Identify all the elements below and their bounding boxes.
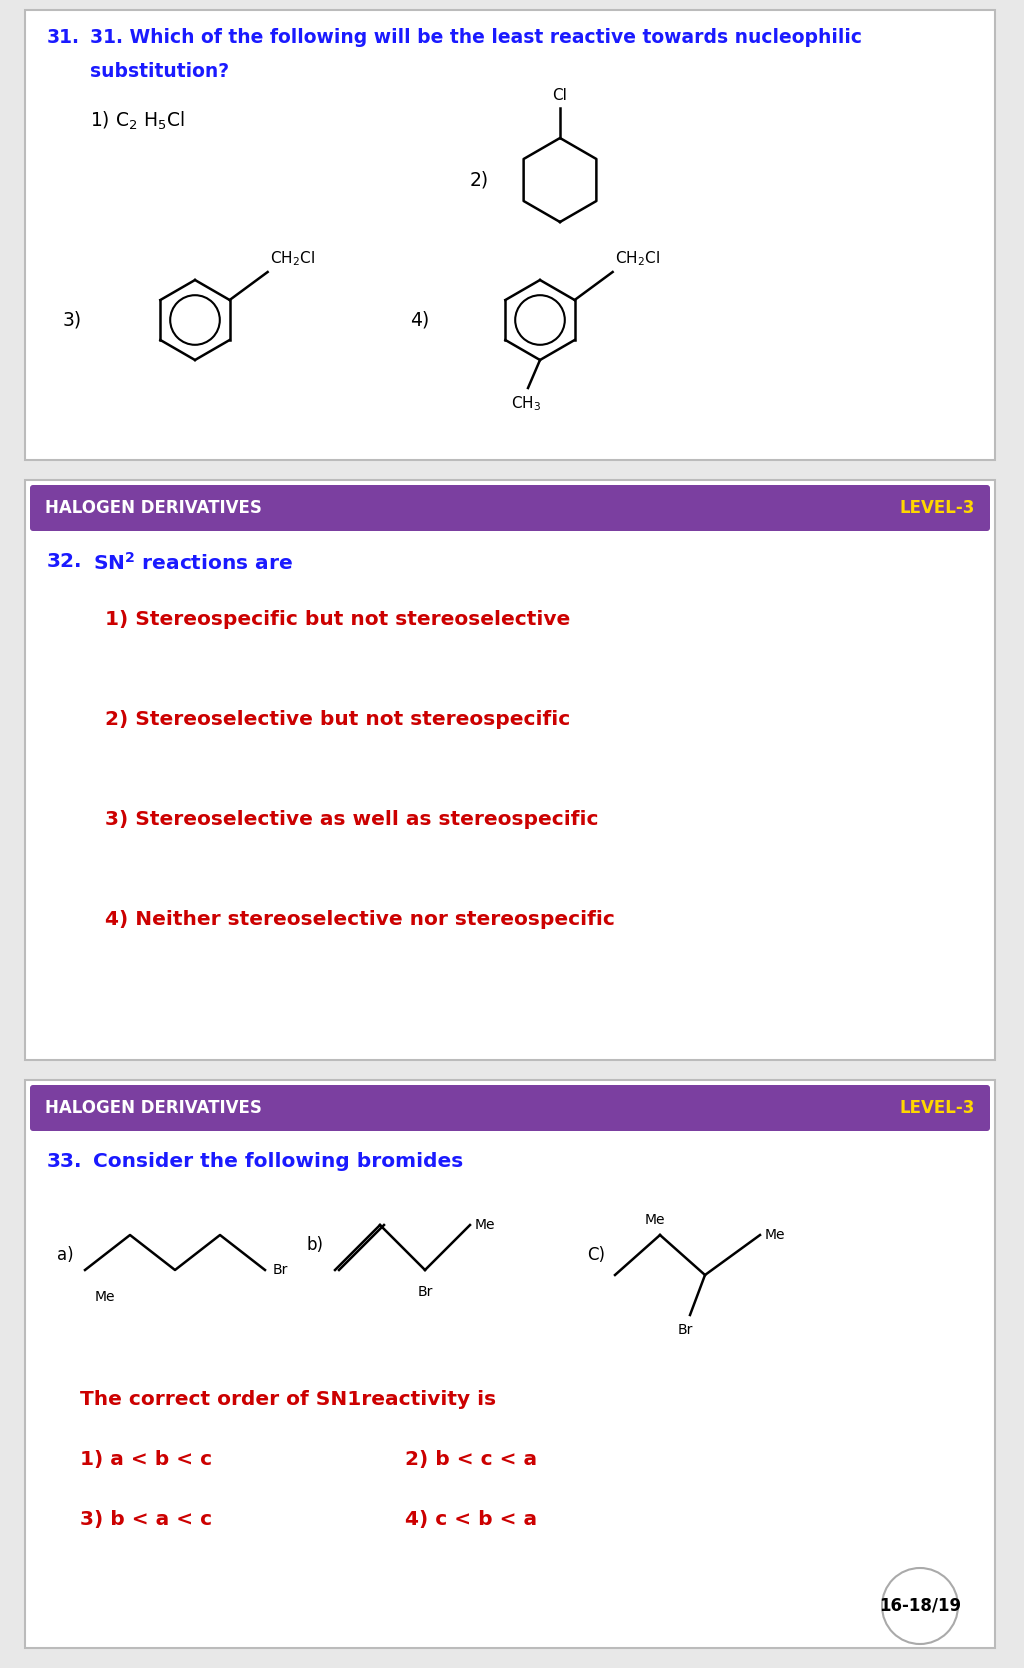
Text: 4): 4) xyxy=(410,310,429,330)
Text: The correct order of SN1reactivity is: The correct order of SN1reactivity is xyxy=(80,1389,496,1409)
Text: a): a) xyxy=(57,1246,74,1264)
Text: 2): 2) xyxy=(470,170,489,190)
Text: $\mathregular{CH_2}$Cl: $\mathregular{CH_2}$Cl xyxy=(269,249,314,269)
Text: 32.: 32. xyxy=(47,552,83,570)
Bar xyxy=(25,10,995,460)
Text: 2) Stereoselective but not stereospecific: 2) Stereoselective but not stereospecifi… xyxy=(105,711,570,729)
Text: C): C) xyxy=(587,1246,605,1264)
Text: 31. Which of the following will be the least reactive towards nucleophilic: 31. Which of the following will be the l… xyxy=(90,28,862,47)
Text: Me: Me xyxy=(95,1289,116,1304)
Text: Me: Me xyxy=(475,1218,496,1233)
Text: Consider the following bromides: Consider the following bromides xyxy=(93,1153,463,1171)
Text: $\mathregular{CH_2}$Cl: $\mathregular{CH_2}$Cl xyxy=(614,249,659,269)
Text: HALOGEN DERIVATIVES: HALOGEN DERIVATIVES xyxy=(45,499,262,517)
Text: LEVEL-3: LEVEL-3 xyxy=(900,499,975,517)
Text: Me: Me xyxy=(765,1228,785,1243)
Text: 3) Stereoselective as well as stereospecific: 3) Stereoselective as well as stereospec… xyxy=(105,811,598,829)
Text: Cl: Cl xyxy=(553,88,567,103)
Text: b): b) xyxy=(307,1236,324,1254)
Bar xyxy=(25,1079,995,1648)
Text: 33.: 33. xyxy=(47,1153,83,1171)
Text: 2) b < c < a: 2) b < c < a xyxy=(406,1449,538,1470)
Text: $\mathregular{CH_3}$: $\mathregular{CH_3}$ xyxy=(511,394,541,412)
Text: 16-18/19: 16-18/19 xyxy=(879,1596,962,1615)
Text: 4) Neither stereoselective nor stereospecific: 4) Neither stereoselective nor stereospe… xyxy=(105,911,614,929)
Text: 1) a < b < c: 1) a < b < c xyxy=(80,1449,212,1470)
Text: 3): 3) xyxy=(63,310,82,330)
Text: $\mathregular{SN^2}$ reactions are: $\mathregular{SN^2}$ reactions are xyxy=(93,552,293,574)
Text: 4) c < b < a: 4) c < b < a xyxy=(406,1510,538,1530)
Text: 1) Stereospecific but not stereoselective: 1) Stereospecific but not stereoselectiv… xyxy=(105,610,570,629)
FancyBboxPatch shape xyxy=(30,485,990,530)
Text: 3) b < a < c: 3) b < a < c xyxy=(80,1510,212,1530)
Text: Br: Br xyxy=(677,1323,692,1338)
Text: Br: Br xyxy=(273,1263,289,1278)
Text: Br: Br xyxy=(418,1284,433,1299)
FancyBboxPatch shape xyxy=(30,1084,990,1131)
Text: Me: Me xyxy=(645,1213,666,1228)
Text: HALOGEN DERIVATIVES: HALOGEN DERIVATIVES xyxy=(45,1099,262,1118)
Text: substitution?: substitution? xyxy=(90,62,229,82)
Text: 1) $\mathregular{C_2\ H_5}$Cl: 1) $\mathregular{C_2\ H_5}$Cl xyxy=(90,110,185,132)
Circle shape xyxy=(882,1568,958,1645)
Text: 31.: 31. xyxy=(47,28,80,47)
Text: LEVEL-3: LEVEL-3 xyxy=(900,1099,975,1118)
Bar xyxy=(25,480,995,1059)
